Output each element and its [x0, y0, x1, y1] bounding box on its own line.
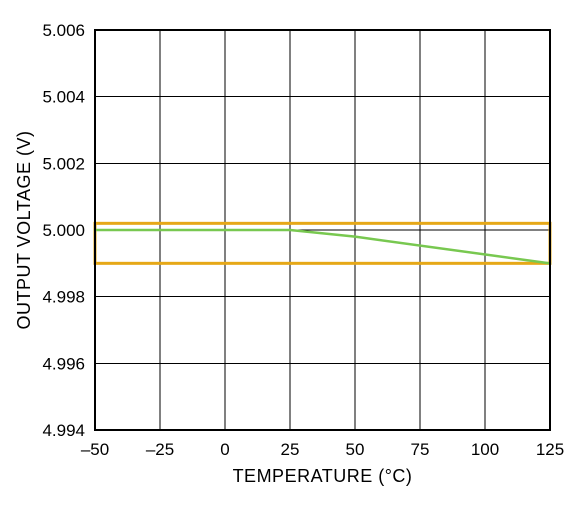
x-tick-label: –50 — [81, 440, 109, 459]
chart-container: –50 –25 0 25 50 75 100 125 4.994 4.996 4.998 5.000 5… — [0, 0, 588, 515]
y-tick-label: 5.004 — [42, 88, 85, 107]
x-tick-label: 75 — [411, 440, 430, 459]
x-tick-label: 50 — [346, 440, 365, 459]
x-tick-label: 0 — [220, 440, 229, 459]
y-axis-title: OUTPUT VOLTAGE (V) — [14, 130, 34, 329]
x-tick-label: 25 — [281, 440, 300, 459]
y-tick-label: 4.994 — [42, 421, 85, 440]
y-tick-label: 5.002 — [42, 154, 85, 173]
x-tick-label: –25 — [146, 440, 174, 459]
y-tick-label: 5.006 — [42, 21, 85, 40]
x-axis-title: TEMPERATURE (°C) — [233, 466, 413, 486]
x-tick-label: 125 — [536, 440, 564, 459]
y-tick-label: 4.996 — [42, 354, 85, 373]
x-tick-label: 100 — [471, 440, 499, 459]
y-tick-label: 5.000 — [42, 221, 85, 240]
y-tick-label: 4.998 — [42, 288, 85, 307]
chart-svg: –50 –25 0 25 50 75 100 125 4.994 4.996 4.998 5.000 5… — [0, 0, 588, 515]
